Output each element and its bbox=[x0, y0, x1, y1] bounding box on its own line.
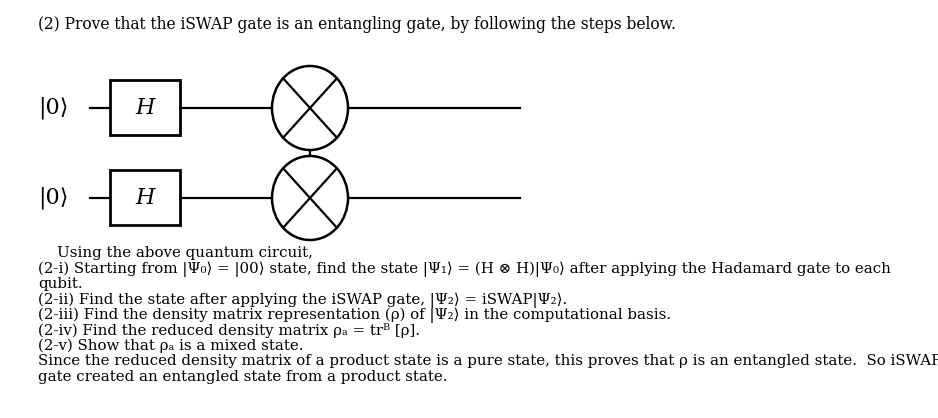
Text: H: H bbox=[135, 97, 155, 119]
Text: (2-v) Show that ρₐ is a mixed state.: (2-v) Show that ρₐ is a mixed state. bbox=[38, 339, 304, 353]
Text: |0⟩: |0⟩ bbox=[38, 187, 68, 209]
Text: Since the reduced density matrix of a product state is a pure state, this proves: Since the reduced density matrix of a pr… bbox=[38, 354, 938, 369]
Bar bbox=[110, 171, 180, 225]
Text: (2-ii) Find the state after applying the iSWAP gate, |Ψ₂⟩ = iSWAP|Ψ₂⟩.: (2-ii) Find the state after applying the… bbox=[38, 293, 567, 308]
Text: |0⟩: |0⟩ bbox=[38, 97, 68, 119]
Text: H: H bbox=[135, 187, 155, 209]
Ellipse shape bbox=[272, 156, 348, 240]
Bar bbox=[110, 81, 180, 135]
Text: qubit.: qubit. bbox=[38, 277, 83, 291]
Ellipse shape bbox=[272, 66, 348, 150]
Text: (2) Prove that the iSWAP gate is an entangling gate, by following the steps belo: (2) Prove that the iSWAP gate is an enta… bbox=[38, 16, 676, 33]
Text: Using the above quantum circuit,: Using the above quantum circuit, bbox=[38, 246, 313, 260]
Text: gate created an entangled state from a product state.: gate created an entangled state from a p… bbox=[38, 370, 447, 384]
Text: (2-iii) Find the density matrix representation (ρ) of |Ψ₂⟩ in the computational : (2-iii) Find the density matrix represen… bbox=[38, 308, 671, 324]
Text: (2-i) Starting from |Ψ₀⟩ = |00⟩ state, find the state |Ψ₁⟩ = (H ⊗ H)|Ψ₀⟩ after a: (2-i) Starting from |Ψ₀⟩ = |00⟩ state, f… bbox=[38, 262, 891, 277]
Text: (2-iv) Find the reduced density matrix ρₐ = trᴮ [ρ].: (2-iv) Find the reduced density matrix ρ… bbox=[38, 324, 420, 339]
